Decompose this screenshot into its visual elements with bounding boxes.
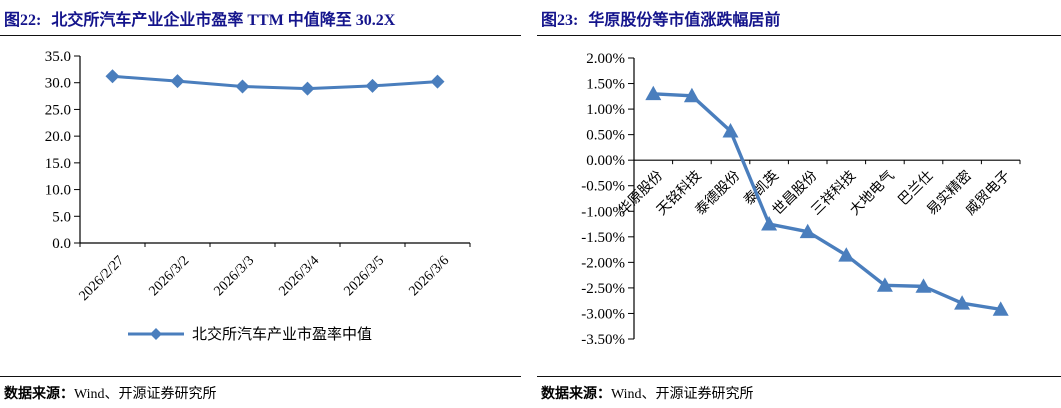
series-line xyxy=(111,74,439,90)
fig23-title: 华原股份等市值涨跌幅居前 xyxy=(588,12,781,29)
fig23-source-text: Wind、开源证券研究所 xyxy=(611,386,754,402)
diamond-marker xyxy=(170,73,185,88)
y-tick-label: 5.0 xyxy=(52,209,71,225)
diamond-marker xyxy=(365,78,380,93)
y-axis: 2.00% 1.50% 1.00% 0.50% 0.00% -0.50% -1.00% -1.… xyxy=(581,51,635,348)
legend-label: 北交所汽车产业市盈率中值 xyxy=(192,325,372,343)
legend: 北交所汽车产业市盈率中值 xyxy=(128,325,372,343)
triangle-marker xyxy=(838,246,855,262)
triangle-marker xyxy=(799,223,816,238)
x-category-label: 2026/3/6 xyxy=(407,253,453,299)
series-markers xyxy=(105,68,445,96)
y-tick-label: 15.0 xyxy=(45,155,71,171)
y-tick-label: 0.00% xyxy=(586,153,625,169)
y-tick-label: 35.0 xyxy=(45,49,71,65)
y-tick-label: -0.50% xyxy=(581,178,625,194)
series-markers xyxy=(645,85,1009,316)
y-tick-label: 25.0 xyxy=(45,102,71,118)
y-tick-label: 1.50% xyxy=(586,76,625,92)
x-category-label: 2026/2/27 xyxy=(77,253,128,304)
y-tick-label: 2.00% xyxy=(586,51,625,67)
y-tick-label: -2.50% xyxy=(581,280,625,296)
triangle-marker xyxy=(761,215,778,230)
triangle-marker xyxy=(954,294,971,310)
fig22-source: 数据来源：Wind、开源证券研究所 xyxy=(0,375,521,408)
diamond-marker xyxy=(235,78,250,93)
fig22-label: 图22: xyxy=(4,12,42,29)
x-category-label: 2026/3/3 xyxy=(212,253,258,299)
triangle-marker xyxy=(645,85,662,100)
x-category-label: 2026/3/5 xyxy=(342,253,388,299)
fig22-title-row: 图22: 北交所汽车产业企业市盈率 TTM 中值降至 30.2X xyxy=(0,0,521,36)
legend-marker xyxy=(150,327,162,340)
y-tick-label: -2.00% xyxy=(581,255,625,271)
series-line xyxy=(651,91,1003,311)
fig23-title-row: 图23: 华原股份等市值涨跌幅居前 xyxy=(537,0,1061,36)
fig22-title: 北交所汽车产业企业市盈率 TTM 中值降至 30.2X xyxy=(51,12,396,29)
diamond-marker xyxy=(105,68,120,83)
fig23-label: 图23: xyxy=(541,12,579,29)
panel-fig23: 图23: 华原股份等市值涨跌幅居前 2.00% 1.50% 1.00% 0.50% 0.… xyxy=(530,0,1061,408)
x-category-label: 2026/3/4 xyxy=(277,253,323,299)
fig22-source-label: 数据来源： xyxy=(4,386,74,402)
fig22-chart-area: 35.0 30.0 25.0 20.0 15.0 10.0 5.0 0.0 2026/2/27 2… xyxy=(0,36,521,376)
panel-fig22: 图22: 北交所汽车产业企业市盈率 TTM 中值降至 30.2X 35.0 30.… xyxy=(0,0,530,408)
y-tick-label: 0.0 xyxy=(52,236,71,252)
x-category-labels: 2026/2/27 2026/3/2 2026/3/3 2026/3/4 2026/3/… xyxy=(77,253,453,304)
market-cap-change-line-chart: 2.00% 1.50% 1.00% 0.50% 0.00% -0.50% -1.00% -1.… xyxy=(581,51,1021,348)
y-tick-label: 30.0 xyxy=(45,75,71,91)
triangle-marker xyxy=(915,277,932,293)
y-tick-label: 0.50% xyxy=(586,127,625,143)
y-tick-label: -1.00% xyxy=(581,204,625,220)
triangle-marker xyxy=(992,300,1009,316)
y-tick-label: -3.00% xyxy=(581,306,625,322)
x-axis xyxy=(79,241,471,247)
fig22-source-text: Wind、开源证券研究所 xyxy=(74,386,217,402)
y-tick-label: -1.50% xyxy=(581,229,625,245)
fig23-source-label: 数据来源： xyxy=(541,386,611,402)
triangle-marker xyxy=(722,122,739,137)
y-tick-label: -3.50% xyxy=(581,332,625,348)
triangle-marker xyxy=(683,87,700,102)
diamond-marker xyxy=(300,81,315,96)
diamond-marker xyxy=(430,74,445,89)
triangle-marker xyxy=(876,276,893,292)
x-axis xyxy=(633,159,1021,164)
y-tick-label: 10.0 xyxy=(45,182,71,198)
x-category-label: 2026/3/2 xyxy=(147,253,193,299)
fig23-chart-area: 2.00% 1.50% 1.00% 0.50% 0.00% -0.50% -1.00% -1.… xyxy=(537,36,1061,376)
fig23-source: 数据来源：Wind、开源证券研究所 xyxy=(537,375,1061,408)
y-axis: 35.0 30.0 25.0 20.0 15.0 10.0 5.0 0.0 xyxy=(45,49,81,252)
y-tick-label: 20.0 xyxy=(45,129,71,145)
y-tick-label: 1.00% xyxy=(586,102,625,118)
